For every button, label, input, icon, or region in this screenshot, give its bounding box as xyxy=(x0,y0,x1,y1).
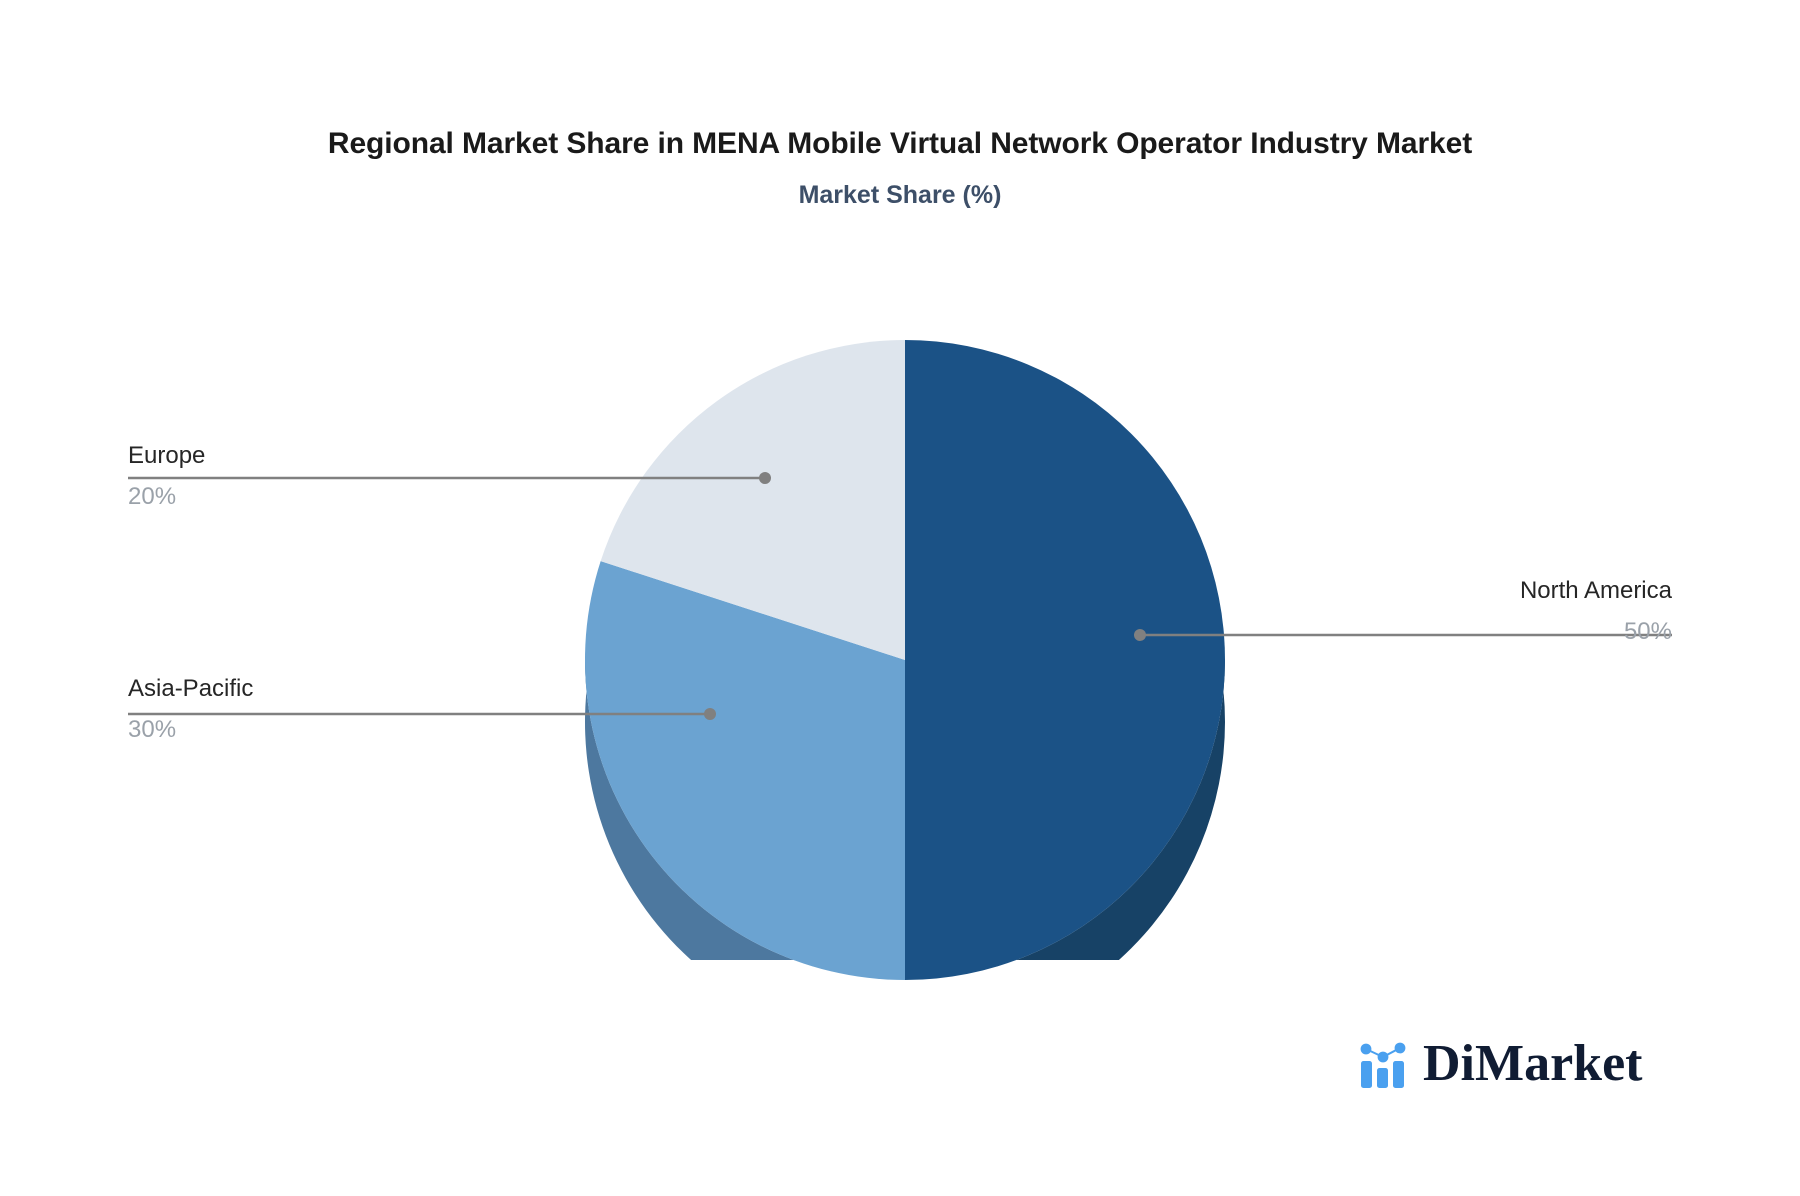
brand-logo: DiMarket xyxy=(1355,1036,1642,1092)
chart-header: Regional Market Share in MENA Mobile Vir… xyxy=(0,126,1800,210)
brand-name: DiMarket xyxy=(1423,1035,1643,1092)
pie-slice-asia-pacific[interactable] xyxy=(584,561,905,980)
slice-label-north-america: North America 50% xyxy=(1519,577,1672,646)
chart-subtitle: Market Share (%) xyxy=(798,181,1002,209)
slice-label-europe: Europe 20% xyxy=(128,442,206,511)
slice-label-europe-name: Europe xyxy=(128,442,206,469)
slice-label-asia-pacific-name: Asia-Pacific xyxy=(128,675,254,702)
leader-dot-asia-pacific xyxy=(704,708,716,720)
slice-label-north-america-name: North America xyxy=(1519,577,1672,604)
leader-lines xyxy=(128,472,1672,720)
slice-label-north-america-value: 50% xyxy=(1623,617,1672,645)
pie-slice-north-america[interactable] xyxy=(905,340,1225,980)
bar-chart-icon xyxy=(1360,1042,1406,1088)
pie-slice-europe[interactable] xyxy=(600,340,905,660)
chart-title: Regional Market Share in MENA Mobile Vir… xyxy=(327,127,1473,160)
slice-depth-asia-pacific xyxy=(585,660,794,960)
slice-label-asia-pacific-value: 30% xyxy=(128,715,177,743)
slice-label-europe-value: 20% xyxy=(128,482,177,510)
leader-dot-europe xyxy=(759,472,771,484)
leader-dot-north-america xyxy=(1134,629,1146,641)
slice-depth-north-america xyxy=(1016,660,1225,960)
slice-label-asia-pacific: Asia-Pacific 30% xyxy=(128,675,254,744)
